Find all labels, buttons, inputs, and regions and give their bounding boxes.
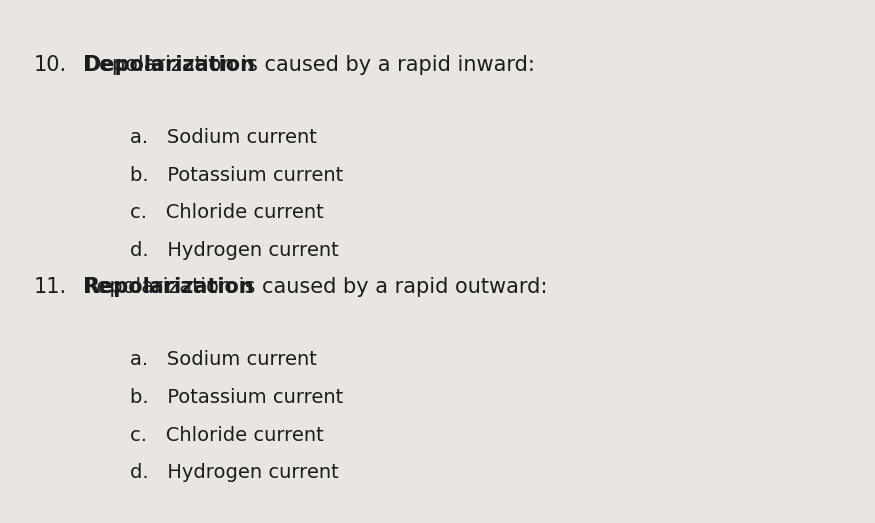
Text: b.   Potassium current: b. Potassium current [130,388,343,407]
Text: a.   Sodium current: a. Sodium current [130,128,317,147]
Text: Depolarization is caused by a rapid inward:: Depolarization is caused by a rapid inwa… [83,55,535,75]
Text: b.   Potassium current: b. Potassium current [130,166,343,185]
Text: a.   Sodium current: a. Sodium current [130,350,317,369]
Text: 11.: 11. [33,277,66,297]
Text: Repolarization: Repolarization [83,277,254,297]
Text: d.   Hydrogen current: d. Hydrogen current [130,463,339,482]
Text: c.   Chloride current: c. Chloride current [130,426,323,445]
Text: c.   Chloride current: c. Chloride current [130,203,323,222]
Text: d.   Hydrogen current: d. Hydrogen current [130,241,339,260]
Text: Depolarization: Depolarization [83,55,255,75]
Text: 10.: 10. [33,55,66,75]
Text: Repolarization is caused by a rapid outward:: Repolarization is caused by a rapid outw… [83,277,548,297]
